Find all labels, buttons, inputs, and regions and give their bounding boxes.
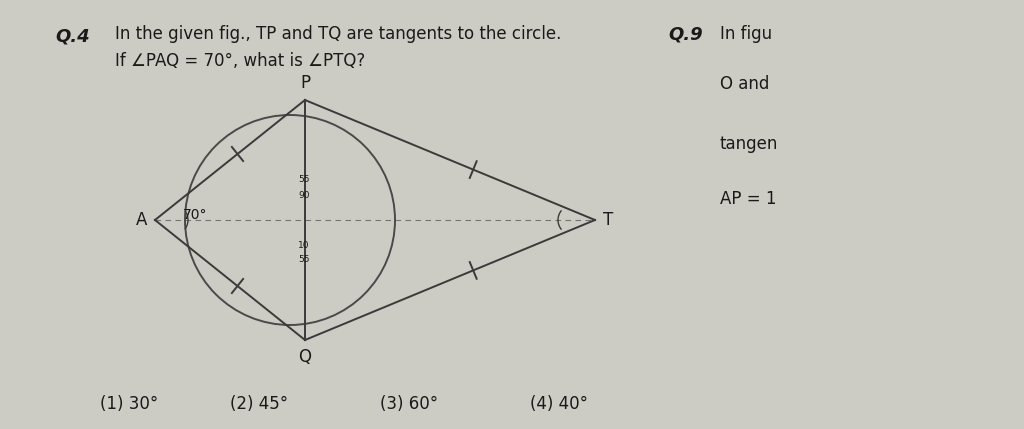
Text: (4) 40°: (4) 40° bbox=[530, 395, 588, 413]
Text: In figu: In figu bbox=[720, 25, 772, 43]
Text: (1) 30°: (1) 30° bbox=[100, 395, 159, 413]
Text: In the given fig., TP and TQ are tangents to the circle.: In the given fig., TP and TQ are tangent… bbox=[115, 25, 561, 43]
Text: Q.4: Q.4 bbox=[55, 28, 90, 46]
Text: Q.9: Q.9 bbox=[668, 25, 702, 43]
Text: If ∠PAQ = 70°, what is ∠PTQ?: If ∠PAQ = 70°, what is ∠PTQ? bbox=[115, 52, 366, 70]
Text: (2) 45°: (2) 45° bbox=[230, 395, 288, 413]
Text: 90: 90 bbox=[298, 190, 309, 199]
Text: 70°: 70° bbox=[183, 208, 208, 222]
Text: 10: 10 bbox=[298, 241, 309, 250]
Text: T: T bbox=[603, 211, 613, 229]
Text: 55: 55 bbox=[298, 256, 309, 265]
Text: P: P bbox=[300, 74, 310, 92]
Text: AP = 1: AP = 1 bbox=[720, 190, 776, 208]
Text: A: A bbox=[135, 211, 147, 229]
Text: tangen: tangen bbox=[720, 135, 778, 153]
Text: Q: Q bbox=[299, 348, 311, 366]
Text: O and: O and bbox=[720, 75, 769, 93]
Text: (3) 60°: (3) 60° bbox=[380, 395, 438, 413]
Text: 55: 55 bbox=[298, 175, 309, 184]
